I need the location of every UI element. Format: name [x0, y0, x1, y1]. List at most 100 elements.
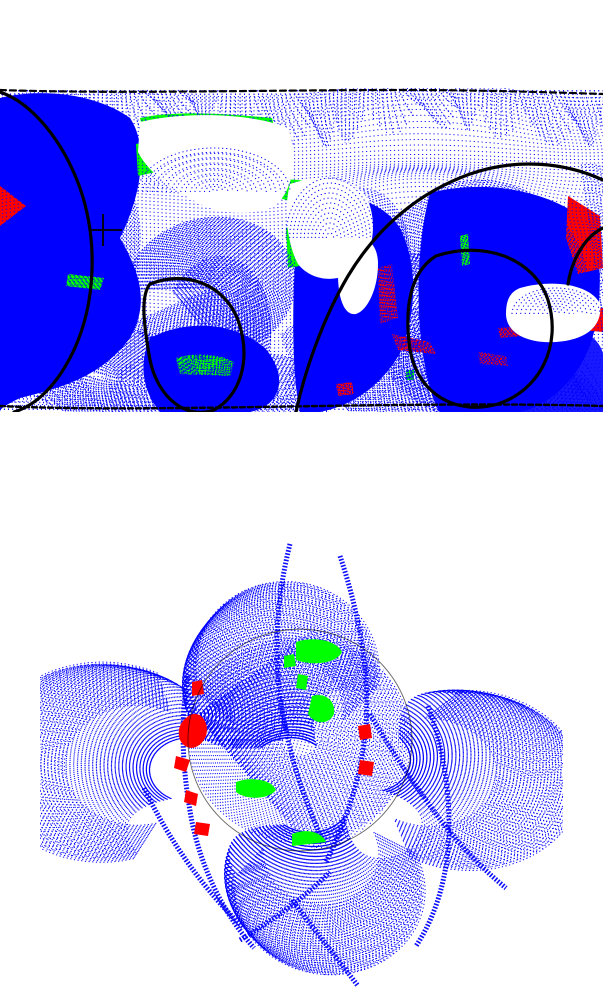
streamline [319, 89, 332, 142]
streamline [263, 739, 337, 774]
streamline [220, 581, 289, 739]
streamline [203, 739, 397, 830]
streamline [147, 153, 281, 193]
streamline [454, 365, 586, 412]
streamline [218, 581, 288, 739]
streamline [22, 89, 45, 131]
streamline [40, 698, 153, 761]
streamline [489, 386, 551, 412]
streamline [280, 188, 411, 380]
streamline [416, 89, 438, 124]
streamline [213, 739, 387, 820]
streamline [256, 700, 344, 741]
streamline [281, 739, 319, 757]
streamline [224, 828, 293, 917]
streamline [231, 830, 300, 945]
streamline [401, 689, 477, 741]
streamline [61, 667, 162, 748]
streamline [340, 820, 421, 881]
streamline [236, 739, 364, 799]
streamline [291, 204, 399, 364]
streamline [408, 744, 563, 779]
streamline [279, 89, 300, 143]
streamline [0, 370, 603, 397]
streamline [407, 336, 429, 356]
streamline [175, 281, 255, 403]
streamline [412, 89, 433, 117]
streamline [134, 224, 286, 352]
streamline [384, 313, 452, 379]
streamline [452, 272, 504, 328]
streamline [358, 288, 479, 404]
streamline [41, 164, 104, 316]
streamline [0, 120, 603, 141]
streamline [549, 89, 571, 133]
streamline [409, 740, 563, 773]
streamline [101, 89, 104, 118]
streamline [40, 673, 159, 751]
streamline [402, 702, 545, 852]
streamline [403, 699, 552, 856]
streamline [284, 194, 407, 374]
streamline [49, 89, 64, 148]
streamline [571, 89, 590, 148]
streamline [0, 166, 603, 179]
streamline [9, 383, 14, 411]
streamline [406, 762, 563, 832]
streamline [592, 250, 603, 298]
streamline [397, 709, 522, 840]
streamline [288, 89, 310, 128]
streamline [159, 255, 272, 412]
streamline [336, 267, 500, 412]
streamline [276, 612, 356, 740]
streamline [94, 363, 146, 397]
streamline [82, 89, 86, 146]
streamline [40, 661, 159, 863]
streamline [96, 364, 144, 396]
streamline [310, 89, 327, 149]
connectivity-map-canvas [0, 88, 603, 412]
streamline [454, 274, 503, 326]
streamline [289, 182, 371, 239]
streamline [409, 706, 562, 755]
streamline [191, 602, 279, 740]
streamline [253, 837, 393, 925]
streamline [245, 831, 306, 966]
streamline [192, 739, 408, 839]
streamline [354, 285, 482, 407]
streamline [242, 845, 410, 950]
streamline [0, 338, 603, 346]
streamline [0, 144, 603, 154]
streamline [236, 390, 280, 412]
streamline [401, 778, 522, 860]
streamline [318, 222, 342, 239]
streamline [258, 702, 342, 741]
streamline [281, 723, 319, 741]
streamline [199, 591, 282, 740]
streamline [177, 89, 195, 104]
streamline [9, 89, 28, 143]
streamline [584, 362, 603, 398]
streamline [40, 89, 59, 142]
streamline [164, 89, 186, 128]
streamline [261, 704, 339, 741]
null-point-marker [90, 214, 122, 246]
streamline [0, 343, 603, 357]
streamline [163, 369, 187, 411]
streamline [142, 231, 278, 345]
streamline [196, 640, 350, 716]
streamline [196, 715, 325, 849]
streamline [474, 377, 566, 412]
streamline [104, 392, 109, 411]
streamline [394, 89, 408, 126]
streamline [314, 828, 401, 948]
streamline [408, 704, 557, 754]
streamline [398, 708, 525, 842]
streamline [0, 201, 603, 226]
streamline [405, 764, 559, 837]
streamline [452, 89, 464, 121]
streamline [258, 834, 386, 914]
streamline [455, 276, 501, 324]
streamline [40, 696, 153, 760]
streamline [248, 739, 352, 788]
